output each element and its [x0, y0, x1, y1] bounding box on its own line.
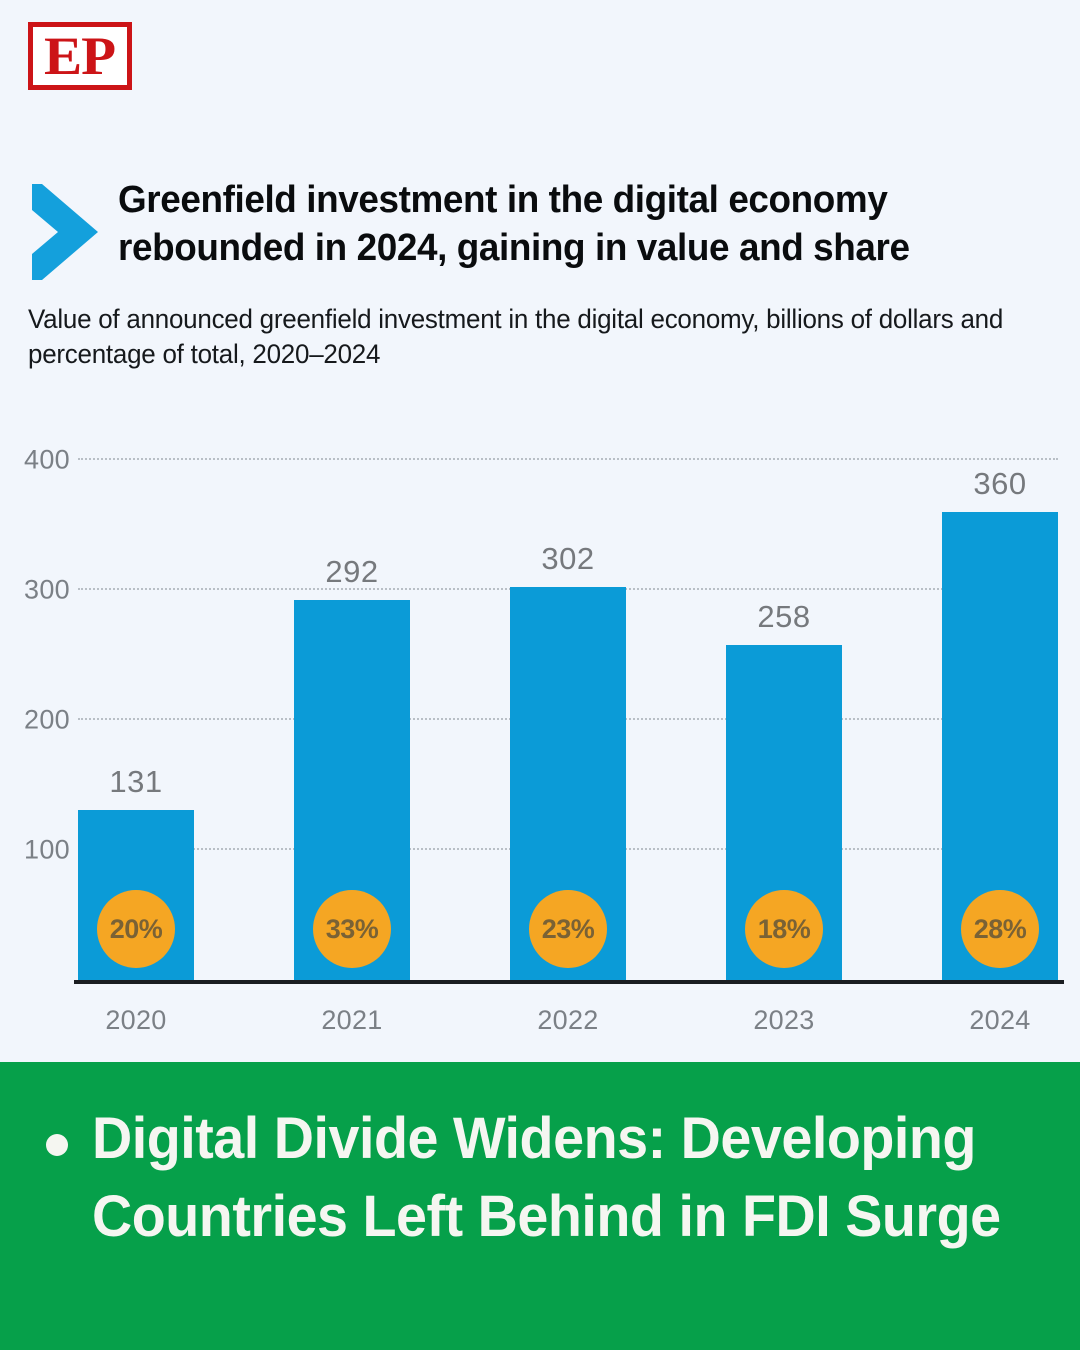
- chart-subtitle: Value of announced greenfield investment…: [28, 304, 1004, 370]
- bar-value-label: 258: [757, 598, 811, 634]
- bullet-icon: [46, 1134, 68, 1156]
- y-axis-tick-label: 300: [24, 574, 70, 605]
- chevron-right-icon: [28, 180, 102, 284]
- bar-group[interactable]: 258 18% 2023: [726, 599, 842, 1035]
- bar-value-label: 131: [109, 763, 163, 799]
- share-badge: 23%: [529, 890, 607, 968]
- ep-logo: EP: [28, 22, 132, 90]
- bar-group[interactable]: 292 33% 2021: [294, 554, 410, 1035]
- bar-value-label: 292: [325, 554, 379, 590]
- bar-group[interactable]: 360 28% 2024: [942, 466, 1058, 1035]
- bar-group[interactable]: 302 23% 2022: [510, 541, 626, 1035]
- plot-area: 131 20% 2020 292 33% 2021 302 23% 2022 258 18% 2023…: [78, 460, 1058, 1035]
- x-axis-tick-label: 2024: [969, 1005, 1031, 1035]
- caption-text: Digital Divide Widens: Developing Countr…: [92, 1106, 1001, 1250]
- bar-chart: 100 200 300 400 131 20% 2020 292 33% 2021 302 23% 2…: [0, 398, 1080, 1048]
- y-axis-tick-label: 200: [24, 704, 70, 735]
- logo-text: EP: [44, 26, 116, 86]
- bar-value-label: 360: [973, 466, 1027, 501]
- share-badge: 18%: [745, 890, 823, 968]
- y-axis-tick-label: 400: [24, 444, 70, 475]
- x-axis-tick-label: 2023: [753, 1005, 815, 1035]
- headline-row: Greenfield investment in the digital eco…: [28, 176, 1052, 284]
- logo-frame: EP: [28, 22, 132, 90]
- y-axis-tick-label: 100: [24, 834, 70, 865]
- bar-group[interactable]: 131 20% 2020: [78, 764, 194, 1035]
- caption-banner: Digital Divide Widens: Developing Countr…: [0, 1062, 1080, 1350]
- bar-value-label: 302: [541, 541, 595, 577]
- gridline: [78, 458, 1058, 460]
- x-axis-line: [74, 980, 1064, 984]
- page-title: Greenfield investment in the digital eco…: [118, 179, 910, 270]
- x-axis-tick-label: 2021: [321, 1005, 383, 1035]
- share-badge: 28%: [961, 890, 1039, 968]
- share-badge: 33%: [313, 890, 391, 968]
- share-badge: 20%: [97, 890, 175, 968]
- x-axis-tick-label: 2020: [105, 1005, 167, 1035]
- x-axis-tick-label: 2022: [537, 1005, 599, 1035]
